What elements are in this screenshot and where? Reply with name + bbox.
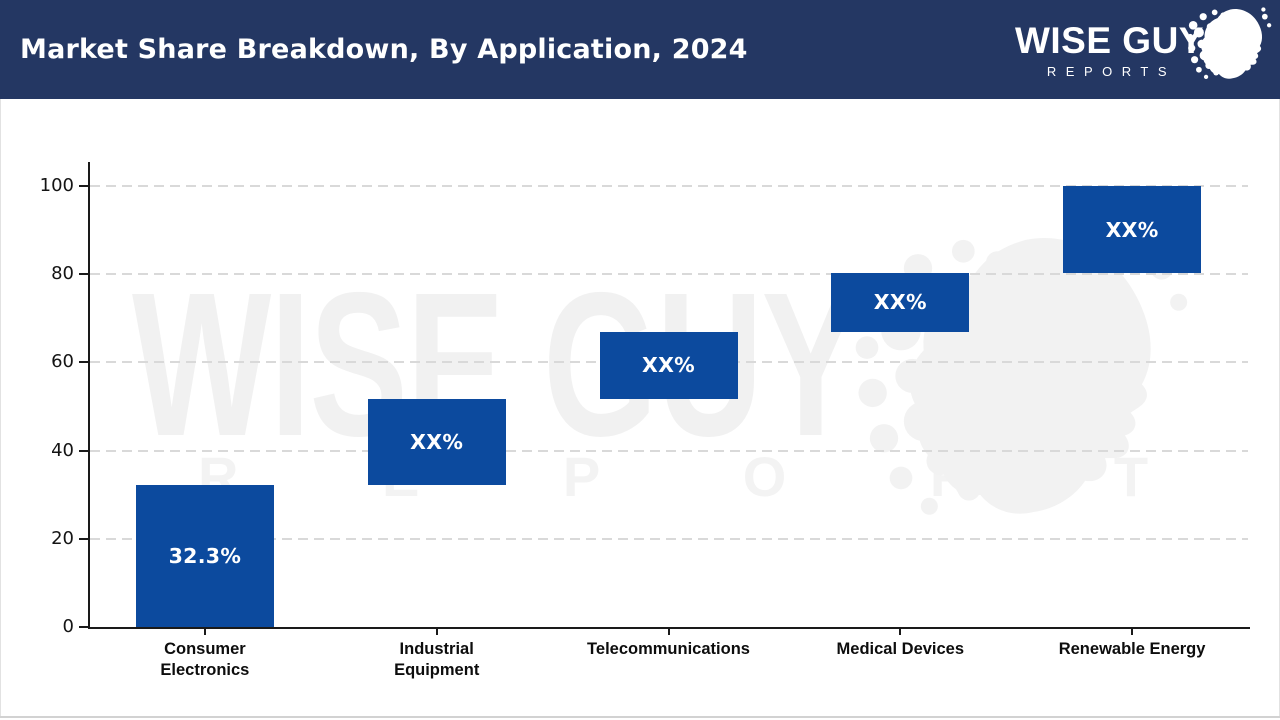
y-tick-label-20: 20: [51, 527, 74, 549]
brand-logo-text: WISE GUY REPORTS: [1015, 22, 1204, 79]
bar-consumer-electronics: 32.3%: [135, 484, 274, 627]
y-tick-40: [79, 449, 88, 452]
y-tick-label-100: 100: [39, 175, 74, 196]
gridline-40: [90, 449, 1248, 452]
y-tick-label-40: 40: [51, 439, 74, 461]
gridline-100: [90, 185, 1248, 187]
bar-renewable-energy: XX%: [1063, 186, 1202, 274]
x-tick-medical-devices: [899, 629, 902, 635]
x-tick-telecommunications: [667, 629, 670, 635]
x-axis-spine: [88, 627, 1250, 629]
bar-value-label-consumer-electronics: 32.3%: [168, 543, 242, 568]
y-tick-label-60: 60: [51, 351, 74, 373]
y-tick-label-0: 0: [62, 616, 74, 637]
category-label-renewable-energy: Renewable Energy: [1058, 640, 1206, 658]
brand-logo: WISE GUY REPORTS: [1015, 5, 1272, 95]
bar-telecommunications: XX%: [599, 331, 738, 399]
bar-industrial-equipment: XX%: [367, 398, 506, 485]
y-tick-60: [79, 361, 88, 364]
category-label-industrial-equipment: Industrial Equipment: [394, 640, 480, 680]
bar-value-label-industrial-equipment: XX%: [410, 429, 464, 454]
reports-logo-text: REPORTS: [1046, 63, 1177, 79]
y-tick-80: [79, 273, 88, 276]
page-title: Market Share Breakdown, By Application, …: [20, 34, 748, 65]
bar-value-label-telecommunications: XX%: [641, 353, 696, 378]
bar-value-label-medical-devices: XX%: [873, 290, 927, 315]
y-tick-label-80: 80: [51, 263, 74, 285]
gridline-20: [90, 537, 1248, 540]
x-tick-renewable-energy: [1131, 629, 1134, 635]
footer-divider: [0, 716, 1280, 718]
x-tick-consumer-electronics: [203, 629, 206, 635]
category-label-consumer-electronics: Consumer Electronics: [160, 640, 250, 680]
bar-value-label-renewable-energy: XX%: [1105, 217, 1159, 242]
x-tick-industrial-equipment: [435, 629, 438, 635]
category-label-telecommunications: Telecommunications: [587, 640, 750, 658]
y-tick-20: [79, 537, 88, 540]
gridline-80: [90, 273, 1248, 276]
y-axis-spine: [88, 162, 90, 629]
y-tick-100: [79, 185, 88, 187]
left-edge-border: [0, 99, 1, 718]
y-tick-0: [79, 626, 88, 628]
wiseguy-logo-text: WISE GUY: [1014, 19, 1204, 61]
category-label-medical-devices: Medical Devices: [836, 640, 965, 658]
bar-medical-devices: XX%: [831, 273, 970, 332]
header-banner: Market Share Breakdown, By Application, …: [0, 0, 1280, 99]
